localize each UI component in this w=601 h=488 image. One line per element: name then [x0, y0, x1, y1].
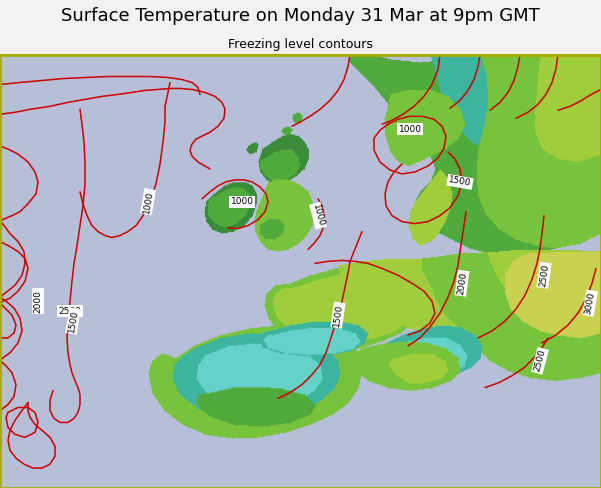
Text: 2500: 2500	[58, 306, 82, 316]
Text: 1000: 1000	[311, 203, 325, 228]
Text: 1500: 1500	[332, 303, 344, 327]
Text: 2500: 2500	[538, 264, 550, 287]
Text: 1000: 1000	[398, 125, 421, 134]
Text: 1500: 1500	[67, 309, 79, 333]
Text: 2000: 2000	[456, 271, 468, 295]
Text: Freezing level contours: Freezing level contours	[228, 39, 373, 51]
Text: 1500: 1500	[448, 176, 472, 188]
Text: 3000: 3000	[584, 291, 596, 315]
Text: Surface Temperature on Monday 31 Mar at 9pm GMT: Surface Temperature on Monday 31 Mar at …	[61, 7, 540, 25]
Text: 2000: 2000	[34, 290, 43, 313]
Text: 2500: 2500	[532, 348, 548, 373]
Text: 1000: 1000	[231, 197, 254, 206]
Text: 1000: 1000	[142, 190, 154, 214]
